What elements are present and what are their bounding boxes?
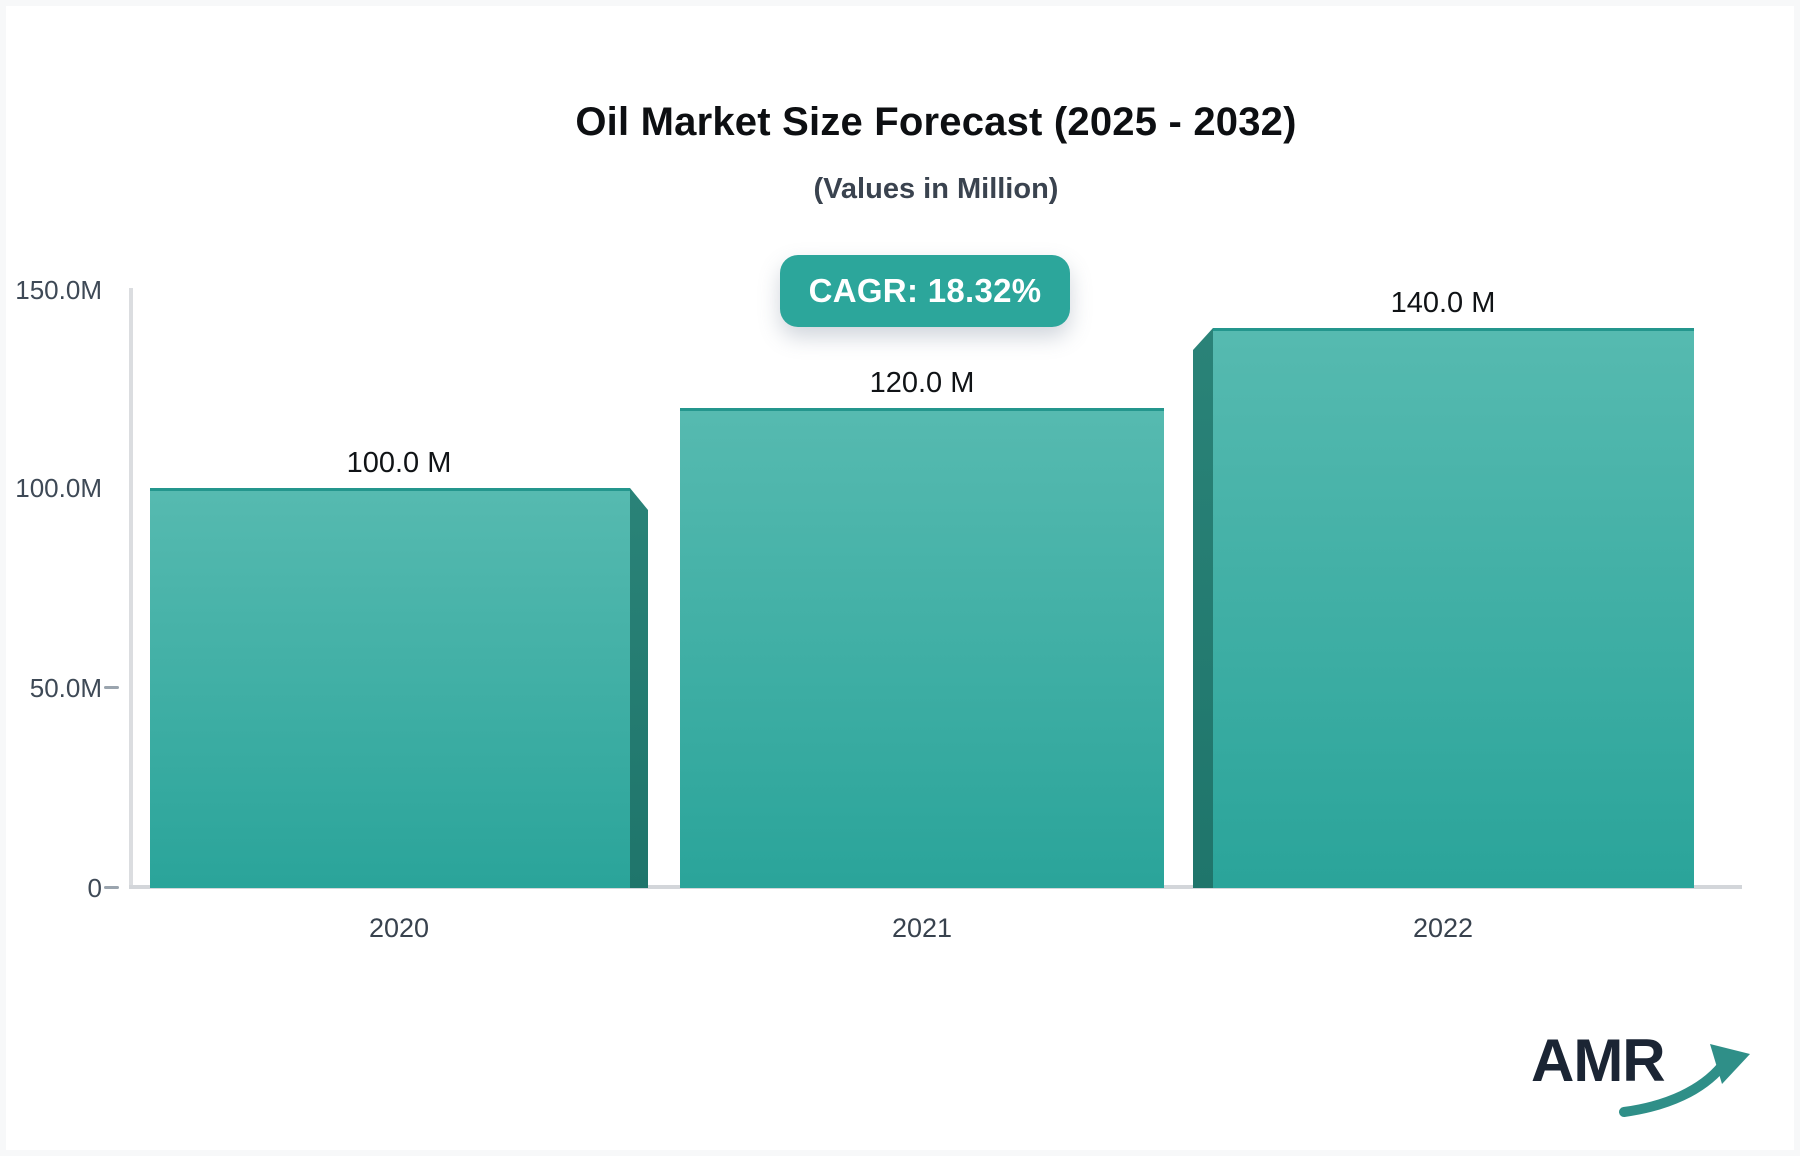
chart-title: Oil Market Size Forecast (2025 - 2032) [575, 100, 1297, 144]
chart-subtitle: (Values in Million) [813, 173, 1059, 205]
y-axis-tick-mark-50m [104, 686, 119, 689]
x-axis-label-2022: 2022 [1412, 913, 1474, 943]
bar-2022 [1213, 328, 1694, 888]
y-axis-tick-mark-0 [104, 886, 119, 889]
y-axis-tick-label-150m: 150.0M [15, 275, 102, 305]
bar-value-label-2021: 120.0 M [869, 367, 975, 399]
y-axis-tick-label-50m: 50.0M [29, 673, 102, 703]
x-axis-label-2021: 2021 [891, 913, 953, 943]
bar-3d-side-2022 [1193, 328, 1213, 888]
y-axis-tick-label-100m: 100.0M [15, 473, 102, 503]
amr-logo: AMR [1520, 1018, 1760, 1118]
bar-2020 [150, 488, 630, 888]
cagr-badge: CAGR: 18.32% [780, 255, 1070, 327]
cagr-badge-label: CAGR: 18.32% [808, 272, 1042, 309]
chart-header: Oil Market Size Forecast (2025 - 2032) (… [130, 0, 1742, 206]
bar-value-label-2022: 140.0 M [1390, 287, 1496, 319]
bar-3d-side-2020 [630, 488, 648, 888]
y-axis-line [129, 288, 133, 888]
bar-value-label-2020: 100.0 M [346, 447, 452, 479]
trend-up-arrow-icon [1619, 1044, 1750, 1117]
x-axis-label-2020: 2020 [368, 913, 430, 943]
bar-2021 [680, 408, 1164, 888]
y-axis-tick-label-0: 0 [87, 873, 102, 903]
amr-logo-text: AMR [1531, 1027, 1666, 1094]
